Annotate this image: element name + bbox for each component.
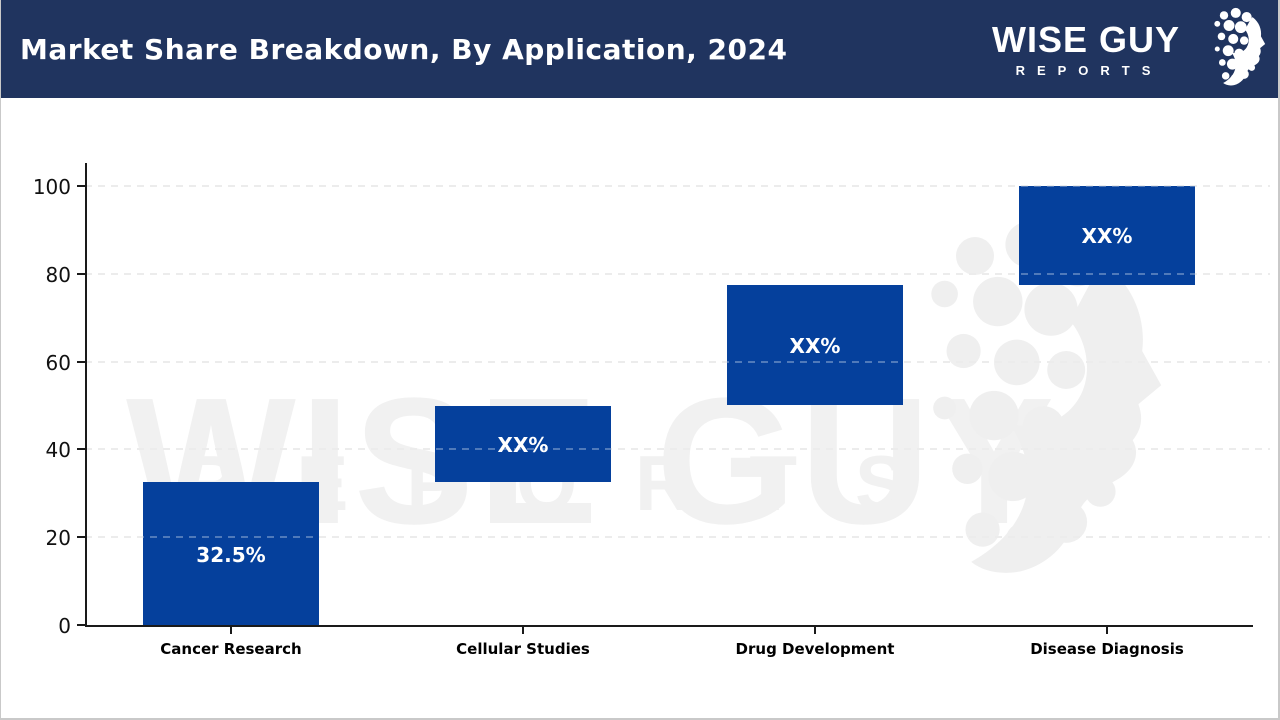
x-category-label: Disease Diagnosis [1030, 640, 1184, 658]
y-tick-mark [77, 360, 85, 363]
y-tick-mark [77, 185, 85, 187]
x-category-label: Cancer Research [160, 640, 302, 658]
logo-subtitle: REPORTS [1015, 62, 1163, 78]
x-tick-mark [1106, 627, 1108, 634]
y-tick-label: 60 [45, 350, 71, 375]
bar-disease-diagnosis [1019, 186, 1195, 285]
gridline-overlay [85, 360, 1270, 363]
x-tick-mark [814, 627, 816, 634]
gridline [85, 360, 1270, 363]
dotted-head-profile-icon [1214, 7, 1266, 86]
gridline-overlay [85, 536, 1270, 539]
gridline-overlay [85, 272, 1270, 275]
bar-value-label: XX% [1081, 224, 1133, 249]
bar-cancer-research [143, 482, 319, 625]
y-tick-mark [77, 624, 85, 626]
bar-value-label: 32.5% [196, 542, 266, 567]
bar-value-label: XX% [497, 432, 549, 457]
y-tick-mark [77, 536, 85, 539]
gridline-overlay [85, 185, 1270, 187]
logo-wordmark: WISE GUY [991, 18, 1180, 60]
bar-value-label: XX% [789, 334, 841, 359]
y-tick-mark [77, 272, 85, 275]
bar-drug-development [727, 284, 903, 406]
y-tick-label: 0 [58, 614, 71, 638]
gridline [85, 448, 1270, 451]
y-tick-mark [77, 448, 85, 451]
y-tick-label: 80 [45, 262, 71, 287]
page-title: Market Share Breakdown, By Application, … [20, 32, 788, 66]
y-tick-label: 40 [45, 438, 71, 463]
x-category-label: Drug Development [735, 640, 895, 658]
y-axis-line [85, 163, 87, 627]
wise-guy-reports-logo: WISE GUY REPORTS [992, 0, 1266, 98]
gridline-overlay [85, 448, 1270, 451]
bar-cellular-studies [435, 405, 611, 483]
gridline [85, 536, 1270, 539]
gridline [85, 185, 1270, 187]
x-tick-mark [230, 627, 232, 634]
y-tick-label: 20 [45, 526, 71, 551]
x-tick-mark [522, 627, 524, 634]
x-axis-line [85, 625, 1253, 627]
x-category-label: Cellular Studies [456, 640, 590, 658]
header-band: Market Share Breakdown, By Application, … [0, 0, 1280, 98]
chart-plot-area: WISE GUY REPORTS 0 20 40 60 80 100 32.5% Cancer… [0, 98, 1280, 720]
gridline [85, 272, 1270, 275]
y-tick-label: 100 [32, 175, 71, 199]
logo-text: WISE GUY REPORTS [991, 18, 1180, 78]
